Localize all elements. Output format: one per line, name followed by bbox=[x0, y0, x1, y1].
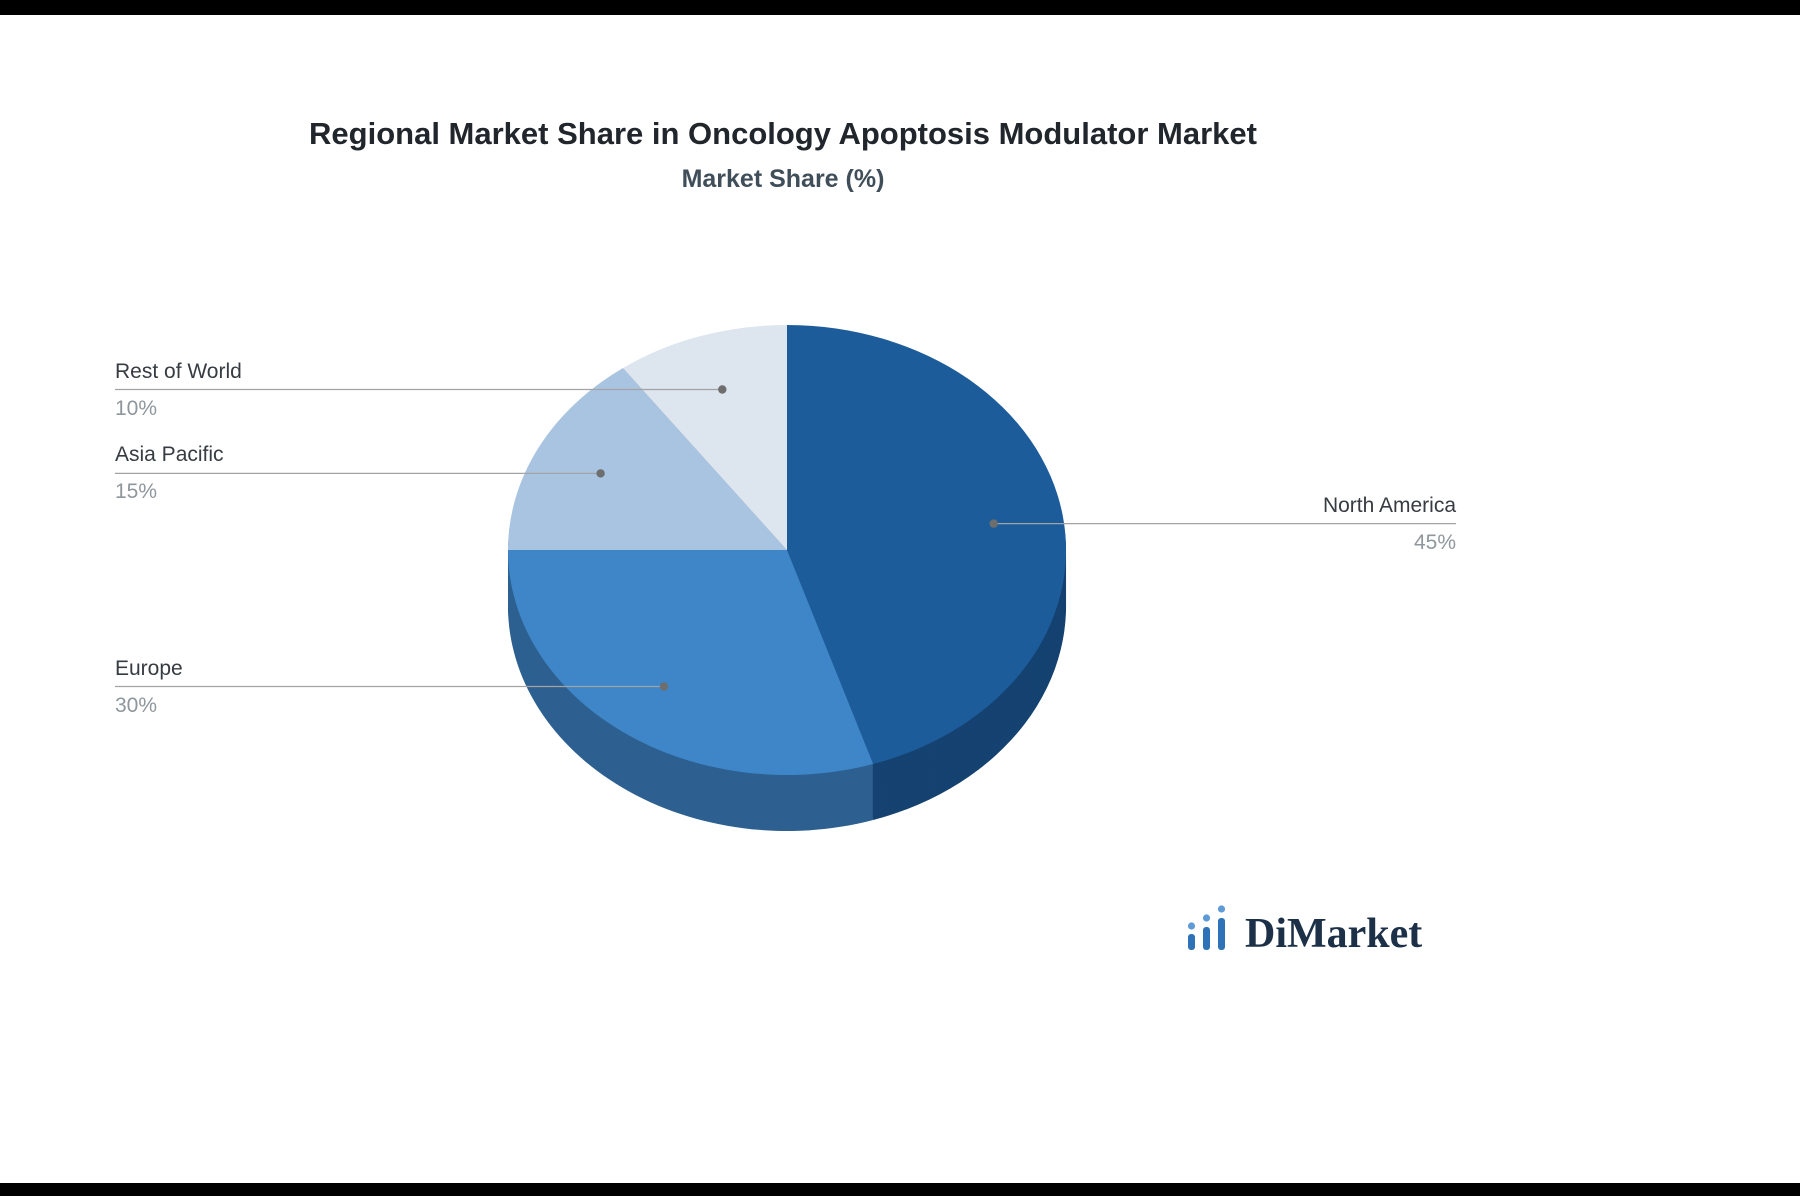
pie-slice-rest-of-world bbox=[623, 325, 787, 550]
bar-chart-icon bbox=[1187, 905, 1226, 950]
pie-slice-value: 15% bbox=[115, 480, 158, 503]
brand-logo: DiMarket bbox=[1186, 904, 1422, 955]
callout-dot-europe bbox=[659, 682, 669, 691]
callout-dot-north-america bbox=[989, 519, 998, 528]
bar-chart-icon-bar bbox=[1188, 934, 1195, 950]
pie-slice-value: 10% bbox=[115, 397, 158, 420]
pie-callout-asia-pacific: Asia Pacific 15% bbox=[115, 442, 224, 504]
pie-slice-label: North America bbox=[1322, 494, 1456, 517]
bottom-border bbox=[0, 1183, 1800, 1196]
chart-title: Regional Market Share in Oncology Apopto… bbox=[309, 116, 1257, 151]
pie-slice-asia-pacific bbox=[508, 368, 787, 550]
callout-dot-rest-of-world bbox=[718, 385, 727, 394]
bar-chart-icon-bar bbox=[1218, 918, 1225, 950]
top-border bbox=[0, 0, 1800, 15]
bar-chart-icon-dot bbox=[1202, 914, 1211, 922]
bar-chart-icon-dot bbox=[1187, 922, 1196, 930]
bar-chart-icon-dot bbox=[1217, 905, 1226, 913]
pie-callout-north-america: North America 45% bbox=[1323, 493, 1456, 555]
pie-slice-value: 30% bbox=[115, 694, 158, 717]
pie-slice-value: 45% bbox=[1413, 531, 1456, 554]
pie-slice-north-america bbox=[787, 325, 1067, 764]
pie-callout-europe: Europe 30% bbox=[115, 656, 183, 718]
chart-subtitle: Market Share (%) bbox=[681, 165, 885, 193]
brand-name: DiMarket bbox=[1245, 911, 1423, 957]
pie-slice-europe bbox=[507, 550, 874, 776]
pie-slice-label: Rest of World bbox=[115, 360, 242, 383]
pie-callout-rest-of-world: Rest of World 10% bbox=[115, 359, 242, 421]
pie-slice-label: Asia Pacific bbox=[115, 443, 224, 466]
pie-slice-label: Europe bbox=[115, 657, 183, 680]
chart-header: Regional Market Share in Oncology Apopto… bbox=[309, 116, 1257, 194]
callout-dot-asia-pacific bbox=[596, 469, 605, 478]
bar-chart-icon-bar bbox=[1203, 927, 1210, 950]
